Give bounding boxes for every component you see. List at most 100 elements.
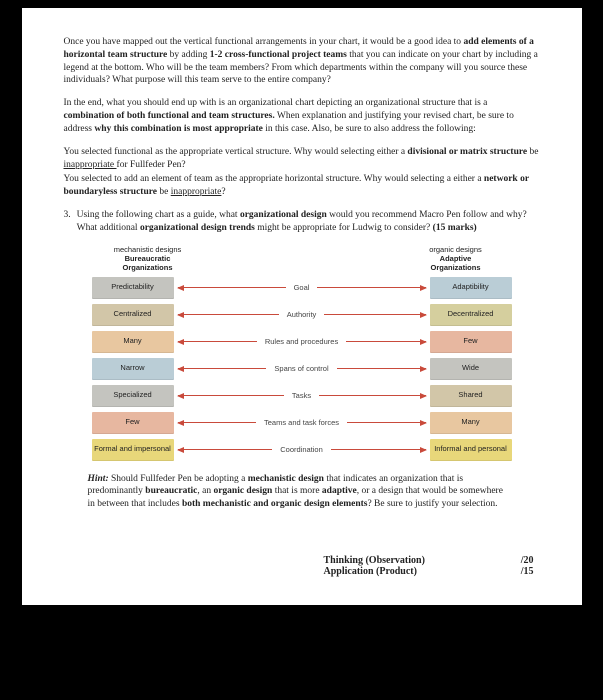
mid-section: Spans of control xyxy=(178,364,426,373)
document-page: Once you have mapped out the vertical fu… xyxy=(22,8,582,605)
text: ? Be sure to justify your selection. xyxy=(367,499,497,509)
bold: organizational design trends xyxy=(140,223,255,233)
right-box: Shared xyxy=(430,385,512,407)
arrow-left-icon xyxy=(178,395,284,396)
text: In the end, what you should end up with … xyxy=(64,98,488,108)
diagram-row: Few Teams and task forces Many xyxy=(92,412,512,434)
text: for Fullfeder Pen? xyxy=(117,160,186,170)
mid-label: Tasks xyxy=(288,391,315,400)
left-box: Many xyxy=(92,331,174,353)
mid-label: Coordination xyxy=(276,445,327,454)
arrow-left-icon xyxy=(178,368,267,369)
header-bold: Organizations xyxy=(122,263,172,272)
arrow-right-icon xyxy=(324,314,425,315)
diagram-row: Many Rules and procedures Few xyxy=(92,331,512,353)
right-box: Informal and personal xyxy=(430,439,512,461)
bold: why this combination is most appropriate xyxy=(94,124,262,134)
right-box: Decentralized xyxy=(430,304,512,326)
bold: adaptive xyxy=(322,486,357,496)
rubric-score: /15 xyxy=(504,566,534,577)
arrow-left-icon xyxy=(178,422,256,423)
text: ? xyxy=(221,187,225,197)
text: Should Fullfeder Pen be adopting a xyxy=(109,474,248,484)
arrow-right-icon xyxy=(331,449,426,450)
paragraph-4: You selected to add an element of team a… xyxy=(64,173,540,199)
mid-section: Goal xyxy=(178,283,426,292)
bold: combination of both functional and team … xyxy=(64,111,275,121)
left-box: Narrow xyxy=(92,358,174,380)
diagram-row: Specialized Tasks Shared xyxy=(92,385,512,407)
header-bold: Bureaucratic xyxy=(125,254,171,263)
paragraph-1: Once you have mapped out the vertical fu… xyxy=(64,36,540,87)
diagram-row: Narrow Spans of control Wide xyxy=(92,358,512,380)
header-top: mechanistic designs xyxy=(114,245,182,254)
rubric-label: Application (Product) xyxy=(324,566,474,577)
left-header: mechanistic designs Bureaucratic Organiz… xyxy=(98,245,198,272)
header-top: organic designs xyxy=(429,245,482,254)
right-box: Many xyxy=(430,412,512,434)
paragraph-2: In the end, what you should end up with … xyxy=(64,97,540,135)
left-box: Specialized xyxy=(92,385,174,407)
mid-section: Rules and procedures xyxy=(178,337,426,346)
bold: 1-2 cross-functional project teams xyxy=(210,50,347,60)
diagram-row: Centralized Authority Decentralized xyxy=(92,304,512,326)
mid-label: Teams and task forces xyxy=(260,418,343,427)
hint-paragraph: Hint: Should Fullfeder Pen be adopting a… xyxy=(88,473,508,511)
question-3: 3. Using the following chart as a guide,… xyxy=(64,209,540,235)
diagram-row: Formal and impersonal Coordination Informa… xyxy=(92,439,512,461)
arrow-left-icon xyxy=(178,341,257,342)
right-header: organic designs Adaptive Organizations xyxy=(406,245,506,272)
arrow-left-icon xyxy=(178,449,273,450)
text: that is more xyxy=(272,486,322,496)
arrow-right-icon xyxy=(337,368,426,369)
mid-label: Authority xyxy=(283,310,321,319)
rubric-label: Thinking (Observation) xyxy=(324,555,474,566)
diagram-headers: mechanistic designs Bureaucratic Organiz… xyxy=(92,245,512,272)
question-number: 3. xyxy=(64,209,71,235)
mid-label: Goal xyxy=(290,283,314,292)
bold: mechanistic design xyxy=(248,474,324,484)
mid-label: Rules and procedures xyxy=(261,337,342,346)
arrow-left-icon xyxy=(178,287,286,288)
text: by adding xyxy=(167,50,209,60)
rubric: Thinking (Observation) /20 Application (… xyxy=(324,555,540,577)
header-bold: Organizations xyxy=(430,263,480,272)
mid-section: Coordination xyxy=(178,445,426,454)
right-box: Few xyxy=(430,331,512,353)
question-text: Using the following chart as a guide, wh… xyxy=(77,209,540,235)
arrow-right-icon xyxy=(317,287,425,288)
text: Using the following chart as a guide, wh… xyxy=(77,210,240,220)
text: be xyxy=(157,187,171,197)
text: You selected functional as the appropria… xyxy=(64,147,408,157)
bold: organic design xyxy=(213,486,272,496)
arrow-right-icon xyxy=(346,341,425,342)
bold: (15 marks) xyxy=(433,223,477,233)
underline: inappropriate xyxy=(171,187,222,197)
mid-section: Teams and task forces xyxy=(178,418,426,427)
text: , an xyxy=(197,486,213,496)
left-box: Formal and impersonal xyxy=(92,439,174,461)
bold: both mechanistic and organic design elem… xyxy=(182,499,368,509)
mid-label: Spans of control xyxy=(270,364,332,373)
right-box: Adaptibility xyxy=(430,277,512,299)
diagram-row: Predictability Goal Adaptibility xyxy=(92,277,512,299)
arrow-left-icon xyxy=(178,314,279,315)
left-box: Centralized xyxy=(92,304,174,326)
right-box: Wide xyxy=(430,358,512,380)
text: Once you have mapped out the vertical fu… xyxy=(64,37,464,47)
text: be xyxy=(527,147,538,157)
header-bold: Adaptive xyxy=(440,254,472,263)
rubric-row: Thinking (Observation) /20 xyxy=(324,555,540,566)
rubric-row: Application (Product) /15 xyxy=(324,566,540,577)
text: You selected to add an element of team a… xyxy=(64,174,484,184)
text: in this case. Also, be sure to also addr… xyxy=(263,124,476,134)
left-box: Few xyxy=(92,412,174,434)
left-box: Predictability xyxy=(92,277,174,299)
underline: inappropriate xyxy=(64,160,117,170)
arrow-right-icon xyxy=(319,395,425,396)
arrow-right-icon xyxy=(347,422,425,423)
text: might be appropriate for Ludwig to consi… xyxy=(255,223,433,233)
mid-section: Authority xyxy=(178,310,426,319)
rubric-score: /20 xyxy=(504,555,534,566)
hint-label: Hint: xyxy=(88,474,109,484)
